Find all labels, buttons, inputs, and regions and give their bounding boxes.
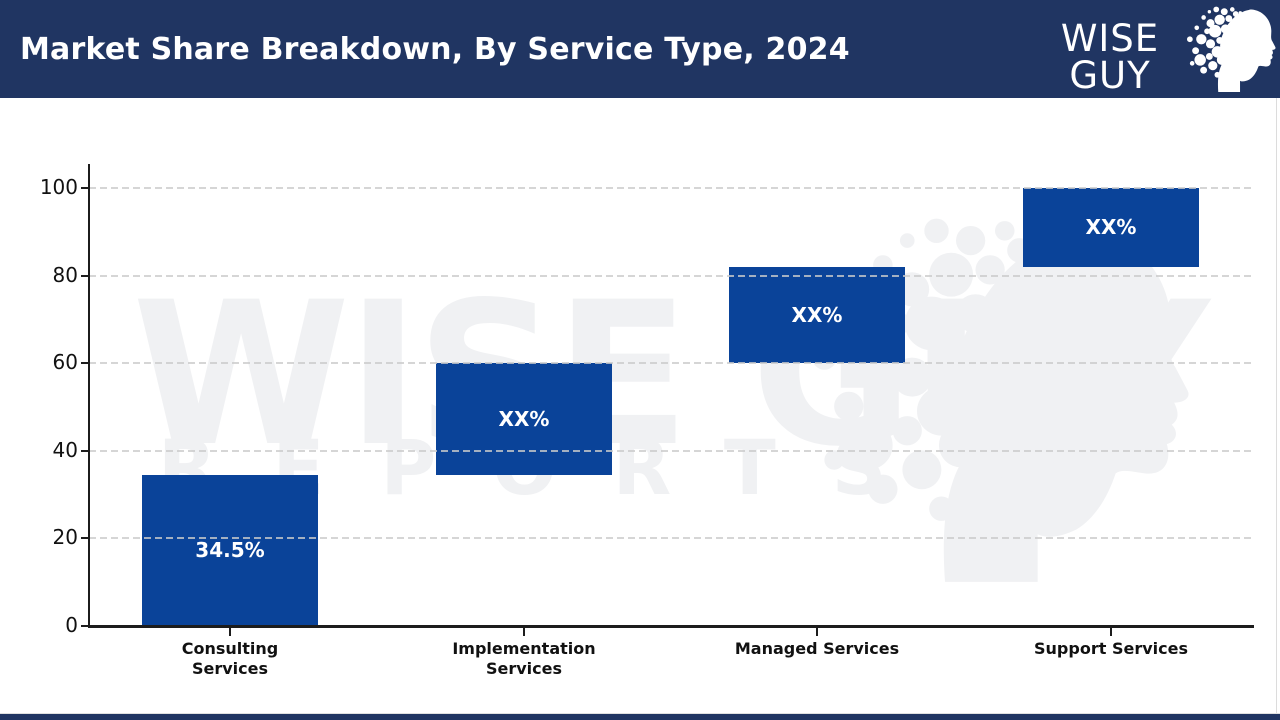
x-axis-spine	[88, 625, 1254, 628]
x-tick-mark	[816, 628, 818, 636]
page-title: Market Share Breakdown, By Service Type,…	[20, 31, 850, 67]
y-tick-label: 60	[52, 350, 78, 375]
gridline	[89, 362, 1253, 365]
logo-subtext: REPORTS	[1051, 97, 1175, 113]
header: Market Share Breakdown, By Service Type,…	[0, 0, 1280, 113]
y-tick-mark	[81, 187, 89, 189]
bar-value-label: XX%	[498, 407, 550, 432]
category-label: Managed Services	[734, 639, 900, 658]
bar-segment: 34.5%	[142, 474, 318, 626]
logo-wordmark: WISE GUY	[1060, 17, 1160, 97]
bar-segment: XX%	[436, 363, 612, 475]
gridline	[89, 537, 1253, 540]
gridline	[89, 274, 1253, 277]
logo-face-icon	[1187, 6, 1276, 92]
y-tick-label: 100	[39, 175, 78, 199]
x-tick-mark	[229, 628, 231, 636]
y-axis-spine	[88, 164, 90, 627]
y-tick-mark	[81, 537, 89, 540]
right-border	[1276, 98, 1277, 714]
y-tick-mark	[81, 449, 89, 452]
bar-segment: XX%	[729, 266, 905, 364]
bar-segment: XX%	[1023, 188, 1199, 267]
y-tick-mark	[81, 274, 89, 277]
gridline	[89, 449, 1253, 452]
y-tick-label: 40	[52, 437, 78, 462]
y-tick-label: 80	[52, 262, 78, 287]
bottom-bar	[0, 713, 1280, 720]
category-label: Implementation Services	[452, 639, 596, 678]
x-tick-mark	[1110, 628, 1112, 636]
x-tick-mark	[523, 628, 525, 636]
wiseguy-logo: WISE GUY REPORTS	[1014, 0, 1276, 113]
bar-value-label: XX%	[1085, 215, 1137, 240]
bar-value-label: XX%	[791, 303, 843, 327]
gridline	[89, 187, 1253, 189]
y-tick-mark	[81, 625, 89, 627]
bar-value-label: 34.5%	[195, 538, 265, 563]
y-tick-mark	[81, 362, 89, 365]
category-label: Consulting Services	[181, 639, 279, 678]
category-label: Support Services	[1034, 639, 1188, 658]
chart-area: WISE GUY REPORTS 34.5%XX%XX%XX% 02040608…	[0, 98, 1280, 714]
y-tick-label: 20	[52, 525, 78, 550]
y-tick-label: 0	[65, 613, 78, 637]
